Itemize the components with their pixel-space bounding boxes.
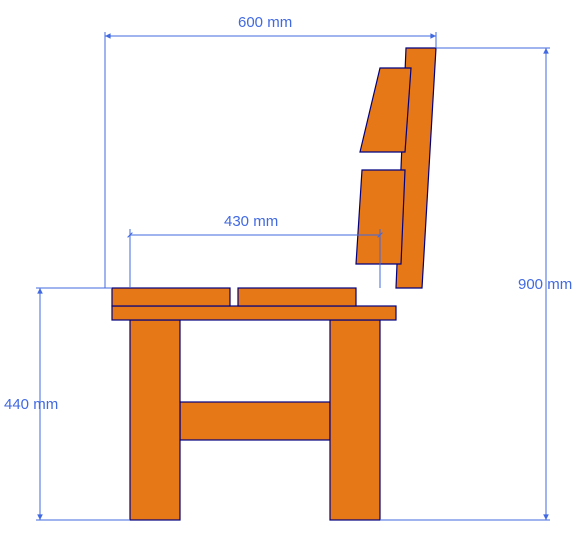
dimension-lines [36,32,550,520]
dim-seat-height-label: 440 mm [4,396,58,413]
chair-side-view [112,48,436,520]
dim-total-width-label: 600 mm [238,14,292,31]
dim-total-height-label: 900 mm [518,276,572,293]
technical-drawing [0,0,581,548]
dim-seat-depth-label: 430 mm [224,213,278,230]
